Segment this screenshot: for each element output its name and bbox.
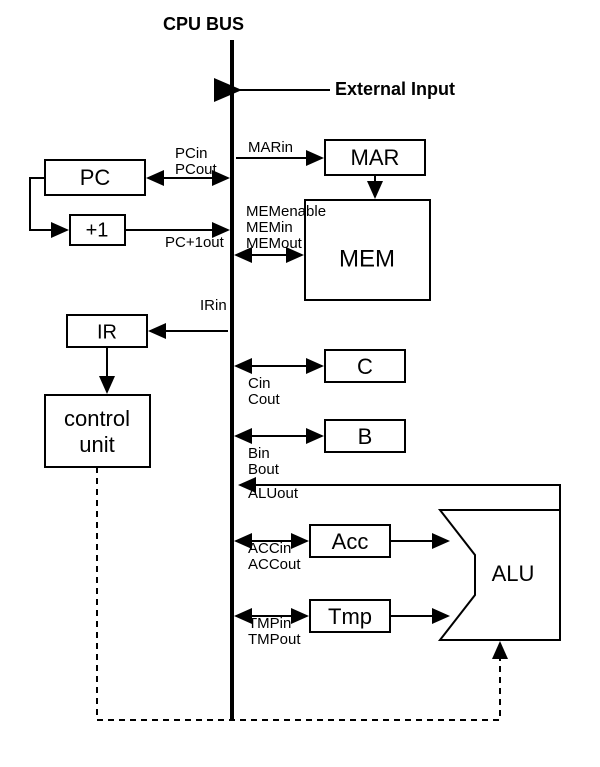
bin-label: Bin: [248, 445, 270, 462]
plus1-label: +1: [86, 219, 109, 241]
cout-label: Cout: [248, 391, 281, 408]
bout-label: Bout: [248, 461, 280, 478]
mar-label: MAR: [351, 145, 400, 170]
acc-label: Acc: [332, 529, 369, 554]
control-unit-label2: unit: [79, 432, 114, 457]
pcin-label: PCin: [175, 145, 208, 162]
alu-label: ALU: [492, 561, 535, 586]
title-label: CPU BUS: [163, 14, 244, 34]
pc1out-label: PC+1out: [165, 234, 225, 251]
irin-label: IRin: [200, 297, 227, 314]
ir-label: IR: [97, 321, 117, 343]
aluout-label: ALUout: [248, 485, 299, 502]
accin-label: ACCin: [248, 540, 291, 557]
memout-label: MEMout: [246, 235, 303, 252]
tmpout-label: TMPout: [248, 631, 301, 648]
tmpin-label: TMPin: [248, 615, 291, 632]
accout-label: ACCout: [248, 556, 301, 573]
memin-label: MEMin: [246, 219, 293, 236]
b-label: B: [358, 424, 373, 449]
marin-label: MARin: [248, 139, 293, 156]
memenable-label: MEMenable: [246, 203, 326, 220]
tmp-label: Tmp: [328, 604, 372, 629]
external-input-label: External Input: [335, 79, 455, 99]
pc-label: PC: [80, 165, 111, 190]
control-alu-dashed: [97, 467, 500, 720]
c-label: C: [357, 354, 373, 379]
pcout-label: PCout: [175, 161, 218, 178]
mem-label: MEM: [339, 245, 395, 272]
control-unit-label1: control: [64, 406, 130, 431]
cin-label: Cin: [248, 375, 271, 392]
